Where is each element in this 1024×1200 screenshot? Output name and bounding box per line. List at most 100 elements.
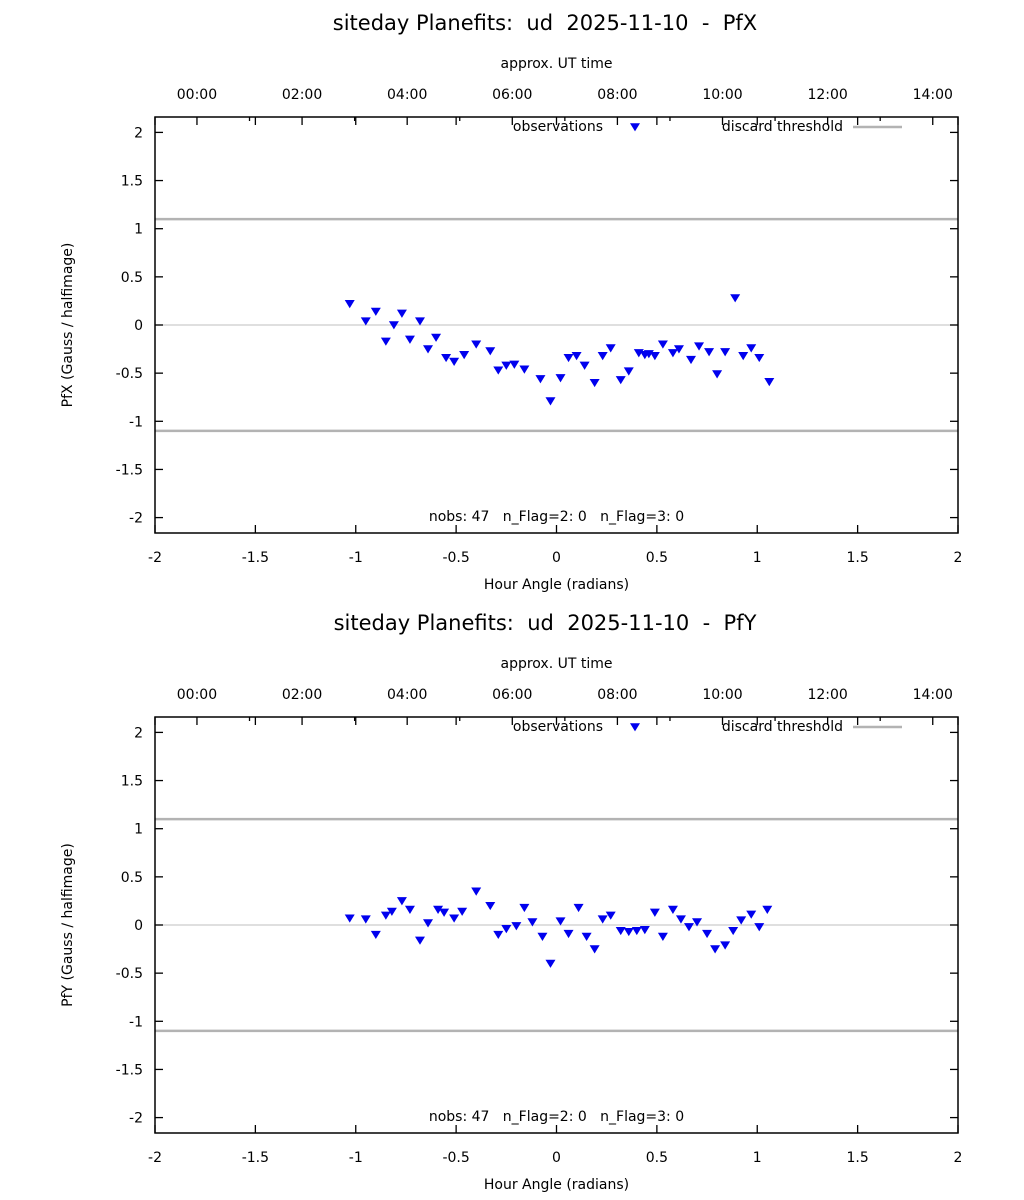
observation-marker-icon: [380, 337, 391, 346]
x-axis-label-pfy: Hour Angle (radians): [483, 1177, 630, 1193]
y-tick-label: -0.5: [116, 366, 143, 382]
observation-marker-icon: [710, 945, 721, 954]
observation-marker-icon: [545, 397, 556, 406]
y-tick-label: 0: [134, 318, 143, 334]
plot-svg-pfx: 2 1.5 1 0.5 0 -0.5 -1 -1.5 -2 -2 -1.5 -1 -0.5 0 0.5 1 1.…: [116, 87, 963, 566]
y-axis-label-pfx: PfX (Gauss / halfimage): [60, 242, 76, 408]
ut-tick-label: 06:00: [492, 687, 532, 703]
ut-tick-label: 10:00: [702, 687, 742, 703]
observation-marker-icon: [485, 347, 496, 356]
observation-marker-icon: [380, 911, 391, 920]
ut-tick-label: 02:00: [282, 87, 322, 103]
legend-observations-label-pfx: observations: [512, 119, 603, 135]
y-tick-label: 0: [134, 918, 143, 934]
observation-marker-icon: [344, 914, 355, 923]
observation-marker-icon: [597, 915, 608, 924]
observation-marker-icon: [573, 903, 584, 913]
observation-marker-icon: [449, 914, 460, 923]
x-axis-label-pfx: Hour Angle (radians): [483, 577, 630, 593]
data-points: [344, 887, 773, 968]
observation-marker-icon: [555, 374, 566, 383]
x-tick-label: -1.5: [242, 550, 269, 566]
x-tick-label: -1.5: [242, 1150, 269, 1166]
x-tick-label: 1: [753, 1150, 762, 1166]
x-tick-label: -1: [349, 1150, 363, 1166]
observation-marker-icon: [360, 915, 371, 924]
y-tick-label: 1.5: [121, 174, 143, 190]
x-tick-label: 2: [954, 550, 963, 566]
y-tick-label: 2: [134, 725, 143, 741]
legend-observations-marker-icon: [630, 123, 640, 132]
observation-marker-icon: [509, 360, 520, 369]
observation-marker-icon: [457, 907, 468, 916]
observation-marker-icon: [396, 897, 407, 906]
observation-marker-icon: [686, 355, 697, 365]
chart-title-pfy: siteday Planefits: ud 2025-11-10 - PfY: [333, 611, 757, 635]
x-tick-label: -2: [148, 1150, 162, 1166]
ut-tick-label: 12:00: [807, 687, 847, 703]
plot-svg-pfy: 2 1.5 1 0.5 0 -0.5 -1 -1.5 -2 -2 -1.5 -1 -0.5 0 0.5 1 1.…: [116, 687, 963, 1166]
nobs-annotation-pfx: nobs: 47 n_Flag=2: 0 n_Flag=3: 0: [428, 509, 685, 525]
observation-marker-icon: [471, 340, 482, 349]
y-tick-label: 1.5: [121, 774, 143, 790]
top-axis-label-pfx: approx. UT time: [500, 56, 613, 72]
legend-observations-label-pfy: observations: [512, 719, 603, 735]
observation-marker-icon: [657, 340, 668, 349]
observation-marker-icon: [720, 941, 731, 950]
observation-marker-icon: [493, 930, 504, 940]
x-tick-label: 0: [552, 1150, 561, 1166]
ut-tick-label: 08:00: [597, 687, 637, 703]
observation-marker-icon: [433, 905, 444, 914]
ut-tick-label: 10:00: [702, 87, 742, 103]
chart-block-pfx: siteday Planefits: ud 2025-11-10 - PfX a…: [60, 11, 963, 593]
observation-marker-icon: [555, 917, 566, 926]
observation-marker-icon: [720, 348, 731, 357]
observation-marker-icon: [623, 927, 634, 937]
observation-marker-icon: [746, 344, 757, 353]
observation-marker-icon: [605, 344, 616, 353]
observation-marker-icon: [615, 926, 626, 936]
observation-marker-icon: [386, 907, 397, 916]
observation-marker-icon: [649, 908, 660, 917]
observation-marker-icon: [563, 353, 574, 363]
ut-time-axis-ticks: 00:00 02:00 04:00 06:00 08:00 10:00 12:00 14:00: [177, 687, 953, 725]
observation-marker-icon: [545, 959, 556, 968]
ut-tick-label: 14:00: [913, 687, 953, 703]
observation-marker-icon: [702, 929, 713, 939]
observation-marker-icon: [414, 936, 425, 945]
y-tick-label: -0.5: [116, 966, 143, 982]
chart-block-pfy: siteday Planefits: ud 2025-11-10 - PfY a…: [0, 600, 1024, 1200]
ut-tick-label: 02:00: [282, 687, 322, 703]
ut-tick-label: 14:00: [913, 87, 953, 103]
observation-marker-icon: [370, 307, 381, 316]
y-tick-label: 0.5: [121, 270, 143, 286]
observation-marker-icon: [471, 887, 482, 896]
observation-marker-icon: [692, 918, 703, 927]
y-axis-ticks: 2 1.5 1 0.5 0 -0.5 -1 -1.5 -2: [116, 125, 958, 527]
legend-observations-marker-icon: [630, 723, 640, 732]
legend-threshold-label-pfx: discard threshold: [721, 119, 843, 135]
x-tick-label: -1: [349, 550, 363, 566]
observation-marker-icon: [396, 309, 407, 318]
observation-marker-icon: [344, 300, 355, 309]
y-tick-label: -1.5: [116, 462, 143, 478]
y-tick-label: -2: [129, 1111, 143, 1127]
chart-title-pfx: siteday Planefits: ud 2025-11-10 - PfX: [332, 11, 758, 35]
observation-marker-icon: [501, 925, 512, 934]
observation-marker-icon: [370, 930, 381, 940]
top-axis-label-pfy: approx. UT time: [500, 656, 613, 672]
observation-marker-icon: [623, 367, 634, 376]
y-tick-label: 1: [134, 822, 143, 838]
observation-marker-icon: [459, 351, 470, 360]
observation-marker-icon: [728, 926, 739, 936]
x-tick-label: -2: [148, 550, 162, 566]
observation-marker-icon: [519, 365, 530, 374]
observation-marker-icon: [589, 945, 600, 954]
observation-marker-icon: [493, 366, 504, 375]
observation-marker-icon: [431, 333, 442, 342]
observation-marker-icon: [581, 932, 592, 941]
ut-tick-label: 00:00: [177, 87, 217, 103]
observation-marker-icon: [631, 926, 642, 936]
x-tick-label: 1: [753, 550, 762, 566]
observation-marker-icon: [485, 901, 496, 911]
